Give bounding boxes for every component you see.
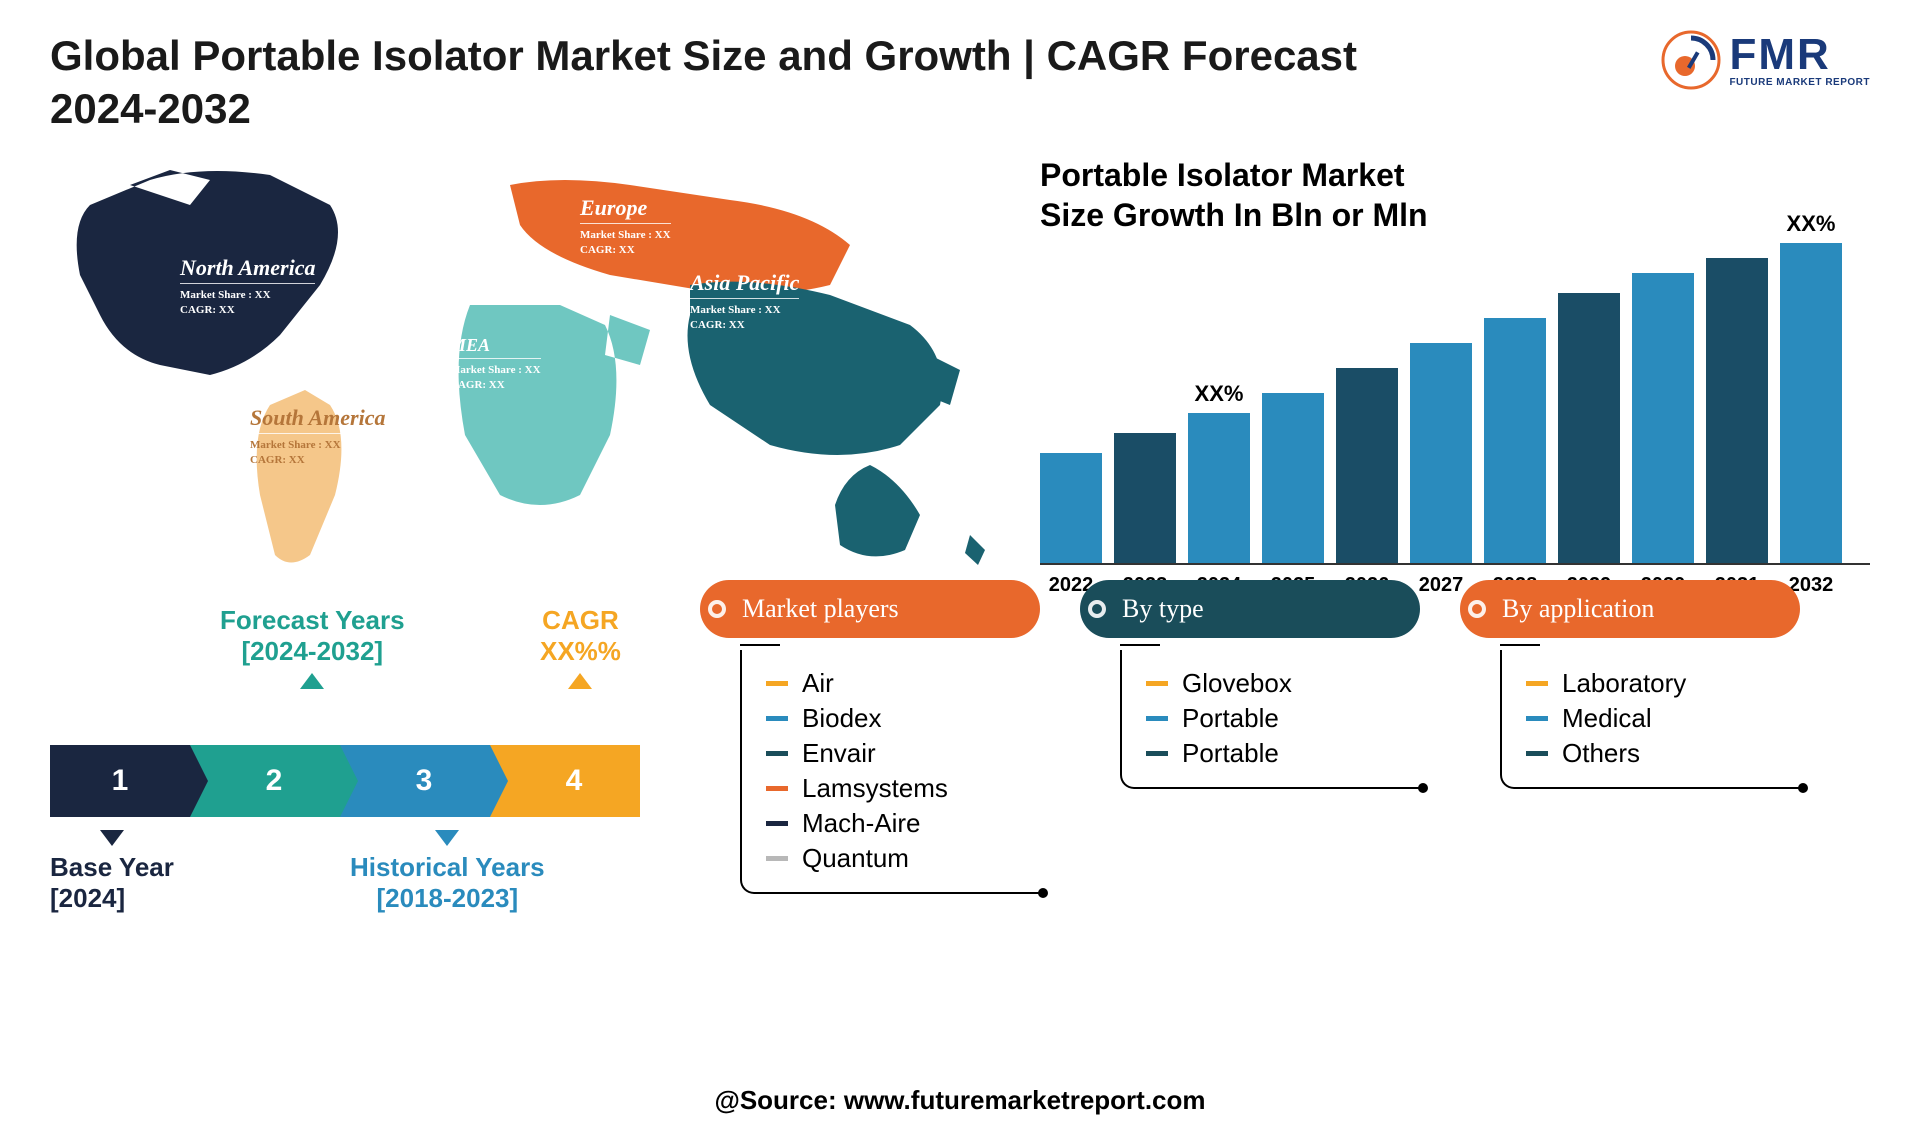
bar-2030: 2030 [1632, 273, 1694, 563]
list-item-marker [766, 681, 788, 686]
chart-area: 202220232024XX%2025202620272028202920302… [1040, 245, 1870, 565]
historical-years-range: [2018-2023] [350, 883, 545, 914]
base-year-label: Base Year [50, 852, 174, 883]
page-title: Global Portable Isolator Market Size and… [50, 30, 1450, 135]
timeline-segment-1: 1 [50, 745, 190, 817]
pill-list: Laboratory Medical Others [1500, 650, 1800, 789]
bar-2028: 2028 [1484, 318, 1546, 563]
logo-text-sub: FUTURE MARKET REPORT [1729, 77, 1870, 88]
timeline-segment-4: 4 [490, 745, 640, 817]
list-item-marker [1526, 716, 1548, 721]
list-item: Mach-Aire [766, 808, 1040, 839]
list-item-text: Others [1562, 738, 1640, 769]
list-item-text: Laboratory [1562, 668, 1686, 699]
bar-chart: Portable Isolator Market Size Growth In … [1040, 155, 1870, 575]
list-item-marker [766, 786, 788, 791]
list-item: Portable [1146, 703, 1420, 734]
bar-2022: 2022 [1040, 453, 1102, 563]
list-item-marker [1526, 681, 1548, 686]
pill-col-by_application: By application Laboratory Medical Others [1460, 580, 1800, 894]
bar-2032: 2032XX% [1780, 243, 1842, 563]
pill-col-by_type: By type Glovebox Portable Portable [1080, 580, 1420, 894]
list-item: Quantum [766, 843, 1040, 874]
list-item-marker [766, 716, 788, 721]
list-item-text: Quantum [802, 843, 909, 874]
pill-title: By type [1122, 594, 1204, 624]
bar-2029: 2029 [1558, 293, 1620, 563]
list-item-text: Medical [1562, 703, 1652, 734]
list-item: Medical [1526, 703, 1800, 734]
pill-header: By type [1080, 580, 1420, 638]
bar-2031: 2031 [1706, 258, 1768, 563]
world-map: North AmericaMarket Share : XXCAGR: XX So… [50, 155, 1000, 575]
forecast-years-label: Forecast Years [220, 605, 405, 636]
region-label-north_america: North AmericaMarket Share : XXCAGR: XX [180, 255, 315, 319]
list-item-text: Portable [1182, 703, 1279, 734]
pill-list: Air Biodex Envair Lamsystems Mach-Aire Quantu… [740, 650, 1040, 894]
pill-list: Glovebox Portable Portable [1120, 650, 1420, 789]
region-label-europe: EuropeMarket Share : XXCAGR: XX [580, 195, 671, 259]
pill-dot-icon [1468, 600, 1486, 618]
timeline-segment-2: 2 [190, 745, 340, 817]
list-item: Lamsystems [766, 773, 1040, 804]
cagr-value: XX%% [540, 636, 621, 667]
pill-sections: Market players Air Biodex Envair Lamsystems M… [700, 580, 1800, 894]
region-label-mea: MEAMarket Share : XXCAGR: XX [450, 335, 541, 394]
logo-text-fmr: FMR [1729, 33, 1870, 77]
pill-col-market_players: Market players Air Biodex Envair Lamsystems M… [700, 580, 1040, 894]
bar-2023: 2023 [1114, 433, 1176, 563]
bar-2026: 2026 [1336, 368, 1398, 563]
bar-2024: 2024XX% [1188, 413, 1250, 563]
logo-icon [1661, 30, 1721, 90]
bar-2025: 2025 [1262, 393, 1324, 563]
list-item-marker [766, 856, 788, 861]
bar-pct-label: XX% [1195, 381, 1244, 407]
pill-dot-icon [708, 600, 726, 618]
list-item-marker [1146, 681, 1168, 686]
list-item-marker [1526, 751, 1548, 756]
list-item-marker [1146, 751, 1168, 756]
list-item: Portable [1146, 738, 1420, 769]
list-item: Air [766, 668, 1040, 699]
list-item-text: Mach-Aire [802, 808, 920, 839]
pill-title: Market players [742, 594, 899, 624]
list-item: Laboratory [1526, 668, 1800, 699]
list-item-text: Biodex [802, 703, 882, 734]
cagr-label: CAGR [540, 605, 621, 636]
timeline-segment-3: 3 [340, 745, 490, 817]
list-item-marker [1146, 716, 1168, 721]
chart-title: Portable Isolator Market Size Growth In … [1040, 155, 1440, 235]
pill-header: By application [1460, 580, 1800, 638]
forecast-years-range: [2024-2032] [220, 636, 405, 667]
bar-2027: 2027 [1410, 343, 1472, 563]
list-item-text: Envair [802, 738, 876, 769]
list-item: Biodex [766, 703, 1040, 734]
bar-pct-label: XX% [1787, 211, 1836, 237]
list-item-text: Air [802, 668, 834, 699]
list-item: Glovebox [1146, 668, 1420, 699]
list-item-text: Portable [1182, 738, 1279, 769]
region-label-asia_pacific: Asia PacificMarket Share : XXCAGR: XX [690, 270, 799, 334]
source-attribution: @Source: www.futuremarketreport.com [714, 1085, 1205, 1116]
timeline: Forecast Years [2024-2032] CAGR XX%% 123… [50, 605, 650, 915]
historical-years-label: Historical Years [350, 852, 545, 883]
list-item-marker [766, 751, 788, 756]
list-item-text: Glovebox [1182, 668, 1292, 699]
list-item: Others [1526, 738, 1800, 769]
list-item: Envair [766, 738, 1040, 769]
timeline-bar: 1234 [50, 745, 640, 817]
pill-header: Market players [700, 580, 1040, 638]
list-item-text: Lamsystems [802, 773, 948, 804]
list-item-marker [766, 821, 788, 826]
base-year-value: [2024] [50, 883, 174, 914]
fmr-logo: FMR FUTURE MARKET REPORT [1661, 30, 1870, 90]
region-label-south_america: South AmericaMarket Share : XXCAGR: XX [250, 405, 386, 469]
pill-dot-icon [1088, 600, 1106, 618]
pill-title: By application [1502, 594, 1654, 624]
